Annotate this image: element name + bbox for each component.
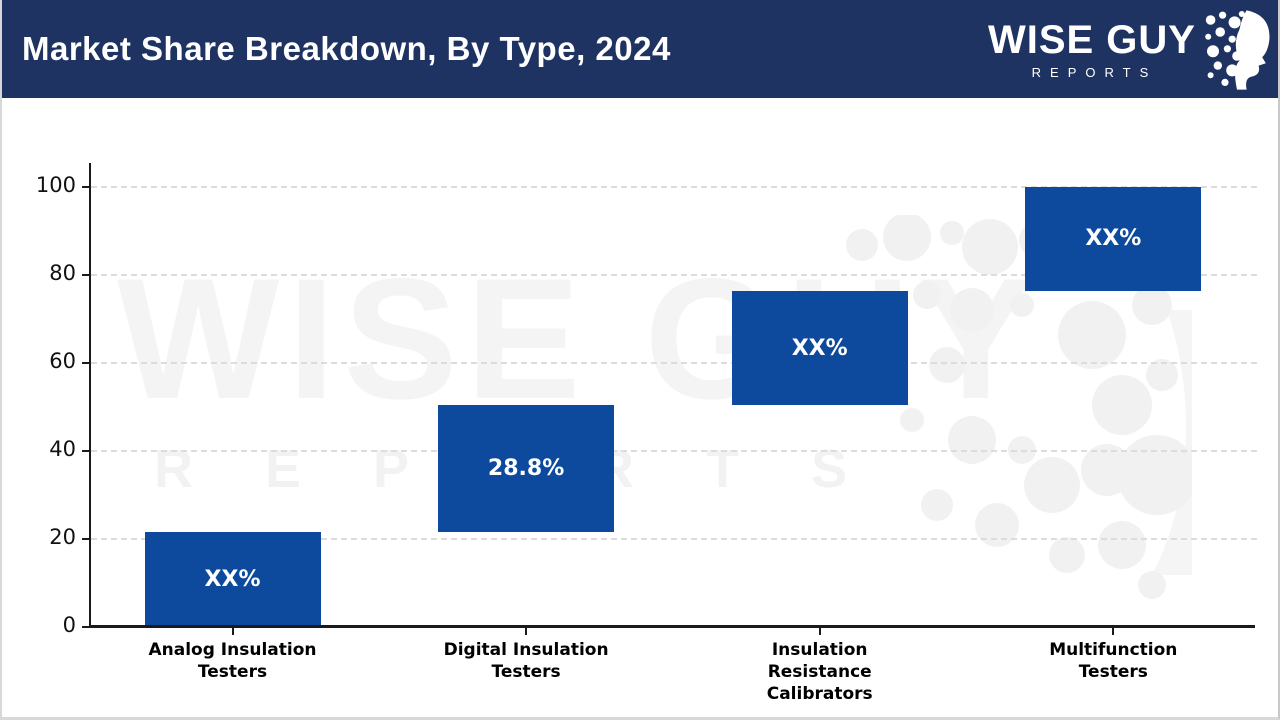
bar: XX% xyxy=(731,290,908,406)
y-tick-label: 100 xyxy=(35,173,76,197)
y-tick-mark xyxy=(82,450,91,452)
bar: XX% xyxy=(144,531,321,627)
y-tick-label: 20 xyxy=(49,525,76,549)
brand-logo-text: WISE GUY REPORTS xyxy=(988,20,1196,80)
bar-value-label: XX% xyxy=(204,566,261,592)
gridline xyxy=(91,362,1257,364)
y-tick-mark xyxy=(82,538,91,540)
gridline xyxy=(91,450,1257,452)
y-tick-mark xyxy=(82,186,91,188)
brand-face-icon xyxy=(1205,10,1270,90)
brand-logo-line2: REPORTS xyxy=(1031,65,1158,80)
bar-value-label: 28.8% xyxy=(487,456,565,482)
brand-logo-line1: WISE GUY xyxy=(987,18,1196,62)
bar: XX% xyxy=(1025,187,1202,291)
gridline xyxy=(91,186,1257,188)
category-label: Insulation Resistance Calibrators xyxy=(766,640,873,705)
x-tick-mark xyxy=(231,628,234,635)
y-tick-label: 0 xyxy=(62,613,76,637)
bar-value-label: XX% xyxy=(791,335,848,361)
header-bar: Market Share Breakdown, By Type, 2024 WI… xyxy=(2,0,1278,98)
x-tick-mark xyxy=(818,628,821,635)
x-tick-mark xyxy=(1112,628,1115,635)
gridline xyxy=(91,274,1257,276)
bar-value-label: XX% xyxy=(1085,226,1142,252)
y-tick-mark xyxy=(82,626,91,628)
y-tick-label: 40 xyxy=(49,437,76,461)
category-label: Digital Insulation Testers xyxy=(443,640,609,683)
bar: 28.8% xyxy=(438,405,615,532)
x-axis-line xyxy=(89,625,1255,628)
y-tick-label: 80 xyxy=(49,261,76,285)
category-label: Analog Insulation Testers xyxy=(148,640,317,683)
y-axis-line xyxy=(89,163,91,628)
y-tick-label: 60 xyxy=(49,349,76,373)
y-tick-mark xyxy=(82,274,91,276)
x-tick-mark xyxy=(525,628,528,635)
category-label: Multifunction Testers xyxy=(1049,640,1178,683)
brand-logo: WISE GUY REPORTS xyxy=(988,6,1274,94)
gridline xyxy=(91,538,1257,540)
y-tick-mark xyxy=(82,362,91,364)
page-title: Market Share Breakdown, By Type, 2024 xyxy=(22,30,671,67)
